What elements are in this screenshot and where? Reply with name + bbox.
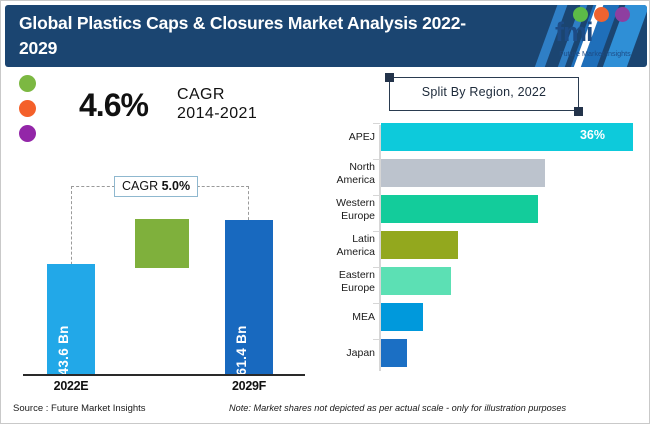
region-title-corner-top-left	[385, 73, 394, 82]
decorative-green-square	[135, 219, 189, 268]
region-bar-eastern-europe	[381, 267, 451, 295]
region-label-latin-america: Latin America	[336, 233, 375, 258]
logo-orange-dot-icon	[594, 7, 609, 22]
cagr-caption-label: CAGR	[177, 86, 225, 103]
logo-green-dot-icon	[573, 7, 588, 22]
cagr-annotation-prefix: CAGR	[122, 179, 162, 193]
region-chart-axis	[379, 125, 381, 371]
region-bar-western-europe	[381, 195, 538, 223]
region-tick-mea	[373, 303, 380, 304]
region-bar-apej-value: 36%	[579, 128, 605, 142]
cagr-purple-dot-icon	[19, 125, 36, 142]
region-title-frame	[389, 77, 579, 111]
column-tick-2029f: 2029F	[232, 379, 266, 393]
region-label-apej: APEJ	[348, 131, 375, 143]
region-bar-apej: 36%	[381, 123, 633, 151]
region-label-north-america: North America	[336, 161, 375, 186]
page-title: Global Plastics Caps & Closures Market A…	[19, 13, 466, 58]
cagr-caption: CAGR 2014-2021	[177, 85, 257, 123]
region-chart-title: Split By Region, 2022	[421, 85, 547, 99]
region-bar-japan	[381, 339, 407, 367]
logo-tagline: Future Market Insights	[559, 49, 631, 58]
column-tick-2022e: 2022E	[53, 379, 89, 393]
region-tick-eastern-europe	[373, 267, 380, 268]
footer-note: Note: Market shares not depicted as per …	[229, 403, 567, 413]
cagr-connector-right	[187, 186, 249, 187]
region-bar-north-america	[381, 159, 545, 187]
region-label-western-europe: Western Europe	[336, 197, 375, 222]
cagr-caption-period: 2014-2021	[177, 105, 258, 122]
column-chart-axis	[23, 374, 305, 376]
column-bar-2029f-label: US$ 61.4 Bn	[234, 325, 249, 407]
cagr-connector-down-left	[71, 186, 72, 290]
footer-source: Source : Future Market Insights	[13, 403, 146, 414]
region-title-corner-bottom-right	[574, 107, 583, 116]
region-tick-japan	[373, 339, 380, 340]
region-bar-mea	[381, 303, 423, 331]
market-size-column-chart: CAGR 5.0% US$ 43.6 Bn US$ 61.4 Bn 2022E …	[1, 171, 321, 407]
cagr-value: 4.6%	[79, 87, 149, 123]
region-label-eastern-europe: Eastern Europe	[338, 269, 375, 294]
column-bar-2029f: US$ 61.4 Bn	[225, 220, 273, 407]
header-band: Global Plastics Caps & Closures Market A…	[5, 5, 647, 67]
region-label-mea: MEA	[352, 311, 375, 323]
cagr-connector-left	[71, 186, 115, 187]
region-tick-apej	[373, 123, 380, 124]
logo-wordmark: fmi	[555, 17, 593, 47]
cagr-connector-down-right	[248, 186, 249, 246]
region-bar-latin-america	[381, 231, 458, 259]
region-tick-north-america	[373, 159, 380, 160]
column-bar-2022e-label: US$ 43.6 Bn	[56, 325, 71, 407]
cagr-orange-dot-icon	[19, 100, 36, 117]
logo-purple-dot-icon	[615, 7, 630, 22]
region-label-japan: Japan	[346, 347, 375, 359]
region-tick-latin-america	[373, 231, 380, 232]
cagr-annotation-value: 5.0%	[161, 179, 191, 193]
fmi-logo: fmi Future Market Insights	[545, 5, 641, 65]
column-bar-2022e: US$ 43.6 Bn	[47, 264, 95, 407]
cagr-green-dot-icon	[19, 75, 36, 92]
split-by-region-chart: APEJ 36% North America Western Europe La…	[321, 123, 649, 375]
cagr-annotation-box: CAGR 5.0%	[114, 176, 199, 197]
region-tick-western-europe	[373, 195, 380, 196]
